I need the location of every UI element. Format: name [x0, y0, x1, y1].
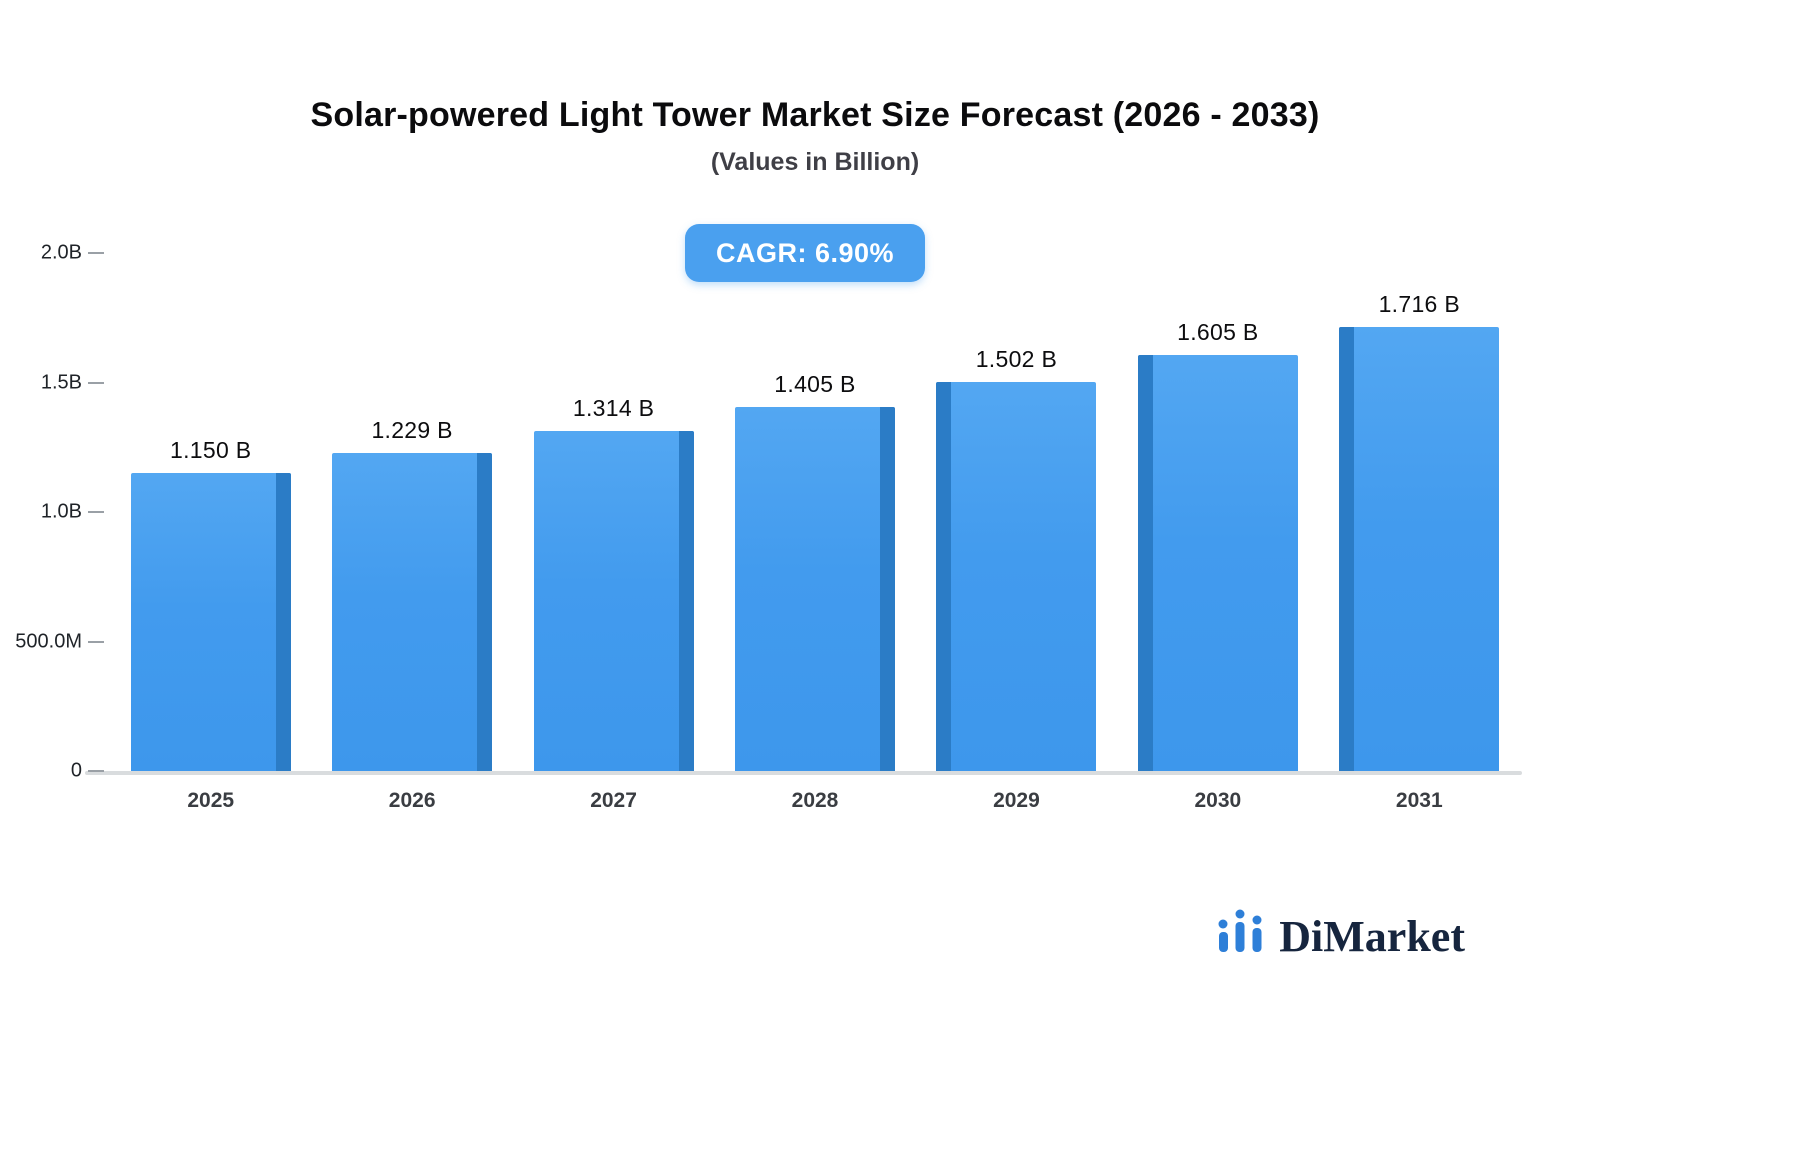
logo-text: DiMarket — [1279, 912, 1465, 961]
bar-value-label: 1.716 B — [1378, 290, 1460, 317]
bar-value-label: 1.502 B — [975, 345, 1058, 372]
cagr-badge: CAGR: 6.90% — [685, 224, 925, 282]
logo-bars-icon — [1215, 902, 1267, 959]
y-tick-label: 1.5B — [40, 371, 82, 393]
chart-title: Solar-powered Light Tower Market Size Fo… — [310, 96, 1320, 134]
bar-shadow-edge — [678, 430, 694, 771]
x-tick-label: 2031 — [1395, 789, 1443, 812]
y-tick-label: 0 — [70, 759, 82, 782]
y-tick-mark — [88, 640, 104, 643]
bar-value-label: 1.405 B — [774, 371, 856, 398]
x-tick-label: 2028 — [791, 789, 839, 812]
bar-shadow-edge — [936, 381, 952, 771]
bar-shadow-edge — [477, 452, 493, 771]
x-axis-line — [85, 771, 1522, 775]
y-tick-label: 500.0M — [15, 630, 82, 652]
y-tick-label: 1.0B — [40, 500, 82, 523]
bar-value-label: 1.150 B — [170, 437, 252, 464]
bar-2027 — [533, 430, 694, 771]
x-tick-label: 2030 — [1194, 789, 1242, 812]
bar-2031 — [1339, 326, 1500, 771]
bar-2030 — [1137, 355, 1298, 771]
bar-shadow-edge — [1339, 326, 1355, 771]
x-tick-label: 2027 — [590, 789, 637, 812]
bar-shadow-edge — [275, 473, 291, 771]
x-tick-label: 2029 — [993, 789, 1040, 812]
x-tick-label: 2026 — [388, 789, 436, 812]
bar-shadow-edge — [1137, 355, 1153, 771]
bar-value-label: 1.605 B — [1177, 319, 1259, 346]
bar-2026 — [332, 452, 493, 771]
chart-subtitle: (Values in Billion) — [710, 148, 920, 176]
x-tick-label: 2025 — [187, 789, 235, 812]
dimarket-logo: DiMarket — [1215, 902, 1465, 959]
y-tick-mark — [88, 381, 104, 384]
bar-2025 — [130, 473, 291, 771]
bar-shadow-edge — [880, 407, 895, 771]
y-tick-label: 2.0B — [40, 241, 82, 264]
y-tick-mark — [88, 252, 104, 254]
bar-2029 — [936, 381, 1097, 771]
bar-value-label: 1.314 B — [572, 394, 655, 421]
bar-value-label: 1.229 B — [371, 416, 453, 443]
y-tick-mark — [88, 770, 104, 772]
bar-2028 — [735, 407, 895, 771]
y-tick-mark — [88, 511, 104, 513]
